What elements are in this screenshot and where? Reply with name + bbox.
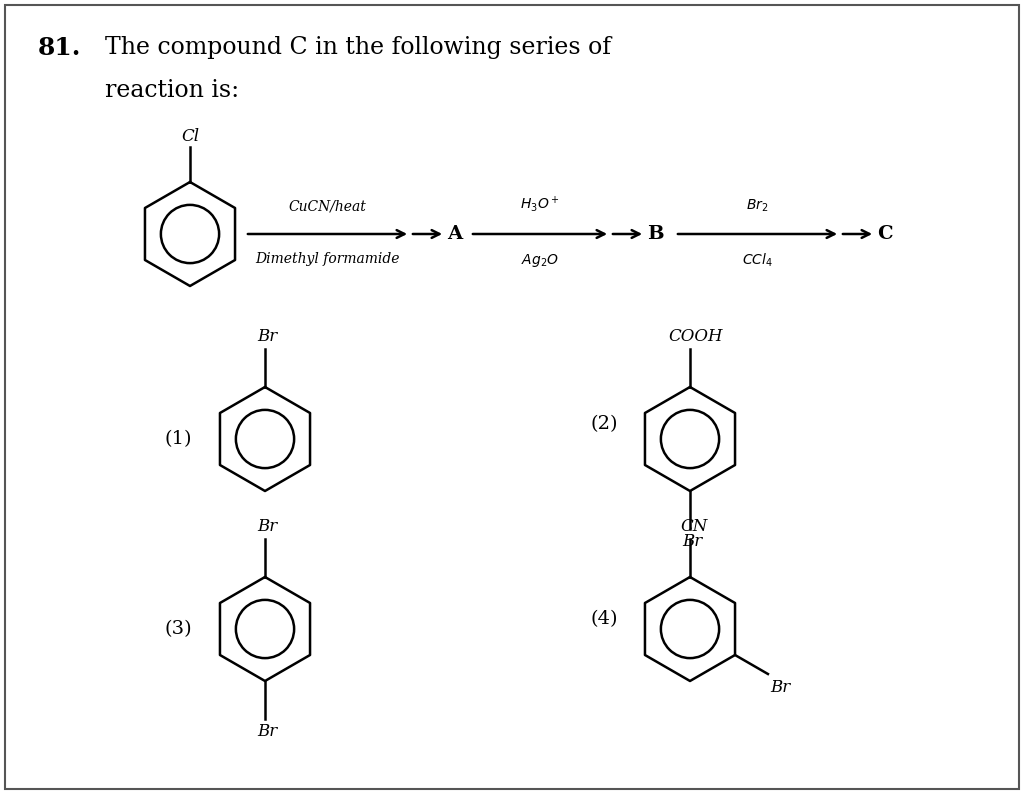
Text: C: C [877,225,893,243]
Text: B: B [647,225,664,243]
Text: $Br_2$: $Br_2$ [746,198,769,214]
Text: COOH: COOH [668,328,723,345]
Text: Br: Br [682,533,702,550]
Text: A: A [447,225,462,243]
Text: Cl: Cl [181,128,199,145]
Text: Br: Br [257,518,278,535]
Text: (2): (2) [590,415,617,433]
Text: reaction is:: reaction is: [105,79,240,102]
Text: Br: Br [257,723,278,740]
Text: $CCl_4$: $CCl_4$ [742,252,773,269]
Text: Br: Br [257,328,278,345]
Text: (3): (3) [165,620,193,638]
Text: The compound C in the following series of: The compound C in the following series o… [105,36,611,59]
Text: CN: CN [680,518,708,535]
Text: 81.: 81. [38,36,81,60]
Text: (1): (1) [165,430,193,448]
Text: (4): (4) [590,610,617,628]
Text: Dimethyl formamide: Dimethyl formamide [255,252,399,266]
Text: Br: Br [770,679,791,696]
Text: $H_3O^+$: $H_3O^+$ [520,195,560,214]
Text: CuCN/heat: CuCN/heat [289,200,367,214]
Text: $Ag_2O$: $Ag_2O$ [521,252,559,269]
